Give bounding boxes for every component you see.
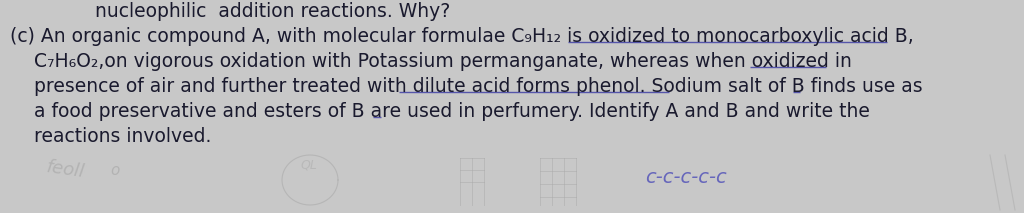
Text: o: o [110,163,120,178]
Text: (c) An organic compound A, with molecular formulae C₉H₁₂ is oxidized to monocarb: (c) An organic compound A, with molecula… [10,27,913,46]
Text: QL: QL [300,158,316,171]
Text: presence of air and further treated with dilute acid forms phenol. Sodium salt o: presence of air and further treated with… [10,77,923,96]
Text: feoll: feoll [45,158,86,181]
Text: c-c-c-c-c: c-c-c-c-c [645,168,727,187]
Text: C₇H₆O₂,on vigorous oxidation with Potassium permanganate, whereas when oxidized : C₇H₆O₂,on vigorous oxidation with Potass… [10,52,852,71]
Text: a food preservative and esters of B are used in perfumery. Identify A and B and : a food preservative and esters of B are … [10,102,869,121]
Text: reactions involved.: reactions involved. [10,127,211,146]
Text: nucleophilic  addition reactions. Why?: nucleophilic addition reactions. Why? [95,2,451,21]
